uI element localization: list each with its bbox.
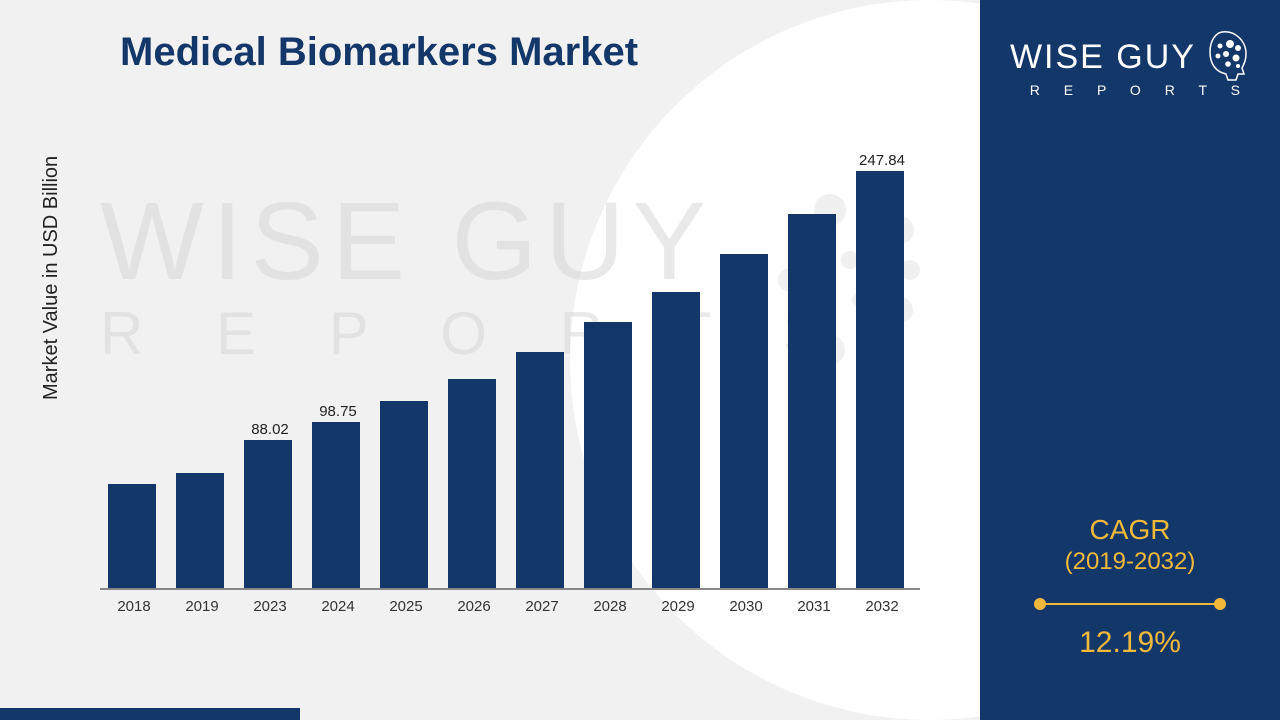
bar-value-label: 98.75 — [304, 403, 372, 420]
bottom-accent-bar — [0, 708, 300, 720]
bar-slot — [644, 264, 712, 590]
x-tick-label: 2027 — [508, 598, 576, 615]
plot-area: 88.0298.75 247.84 — [100, 150, 920, 590]
brand-logo: WISE GUY R E P O R T S — [1010, 30, 1250, 98]
bar-value-label: 247.84 — [848, 152, 916, 169]
bar — [380, 401, 428, 588]
y-axis-label: Market Value in USD Billion — [40, 156, 63, 400]
bar — [788, 214, 836, 588]
x-tick-label: 2032 — [848, 598, 916, 615]
cagr-period: (2019-2032) — [1020, 548, 1240, 576]
cagr-box: CAGR (2019-2032) 12.19% — [1020, 514, 1240, 660]
bar-slot: 247.84 — [848, 143, 916, 591]
x-tick-label: 2025 — [372, 598, 440, 615]
bar — [720, 254, 768, 588]
x-tick-label: 2023 — [236, 598, 304, 615]
bar-slot: 88.02 — [236, 412, 304, 590]
bar-slot: 98.75 — [304, 394, 372, 590]
x-tick-label: 2029 — [644, 598, 712, 615]
x-tick-label: 2028 — [576, 598, 644, 615]
bar — [584, 322, 632, 588]
bar-slot — [100, 456, 168, 590]
bar-slot — [440, 351, 508, 590]
bar — [856, 171, 904, 589]
bar-slot — [508, 324, 576, 590]
x-tick-label: 2030 — [712, 598, 780, 615]
bar — [176, 473, 224, 588]
cagr-dot-right — [1214, 598, 1226, 610]
logo-main-row: WISE GUY — [1010, 30, 1250, 84]
bar-slot — [780, 186, 848, 590]
bar-slot — [168, 445, 236, 590]
x-tick-label: 2019 — [168, 598, 236, 615]
chart-region: Market Value in USD Billion 88.0298.7524… — [50, 150, 930, 660]
cagr-dot-left — [1034, 598, 1046, 610]
x-tick-label: 2018 — [100, 598, 168, 615]
bar — [448, 379, 496, 588]
bar-slot — [372, 373, 440, 590]
cagr-divider — [1040, 594, 1220, 614]
x-tick-label: 2024 — [304, 598, 372, 615]
chart-title: Medical Biomarkers Market — [120, 30, 638, 75]
x-axis-ticks: 2018201920232024202520262027202820292030… — [100, 592, 920, 622]
bar — [108, 484, 156, 588]
bar — [312, 422, 360, 588]
bar-value-label: 88.02 — [236, 421, 304, 438]
logo-head-icon — [1202, 30, 1250, 84]
cagr-value: 12.19% — [1020, 626, 1240, 660]
logo-main-text: WISE GUY — [1010, 38, 1196, 77]
x-tick-label: 2026 — [440, 598, 508, 615]
bar-slot — [712, 226, 780, 590]
logo-sub-text: R E P O R T S — [1010, 82, 1250, 98]
bar — [652, 292, 700, 588]
bar-slot — [576, 294, 644, 590]
bar — [516, 352, 564, 588]
bar — [244, 440, 292, 588]
cagr-title: CAGR — [1020, 514, 1240, 546]
x-tick-label: 2031 — [780, 598, 848, 615]
